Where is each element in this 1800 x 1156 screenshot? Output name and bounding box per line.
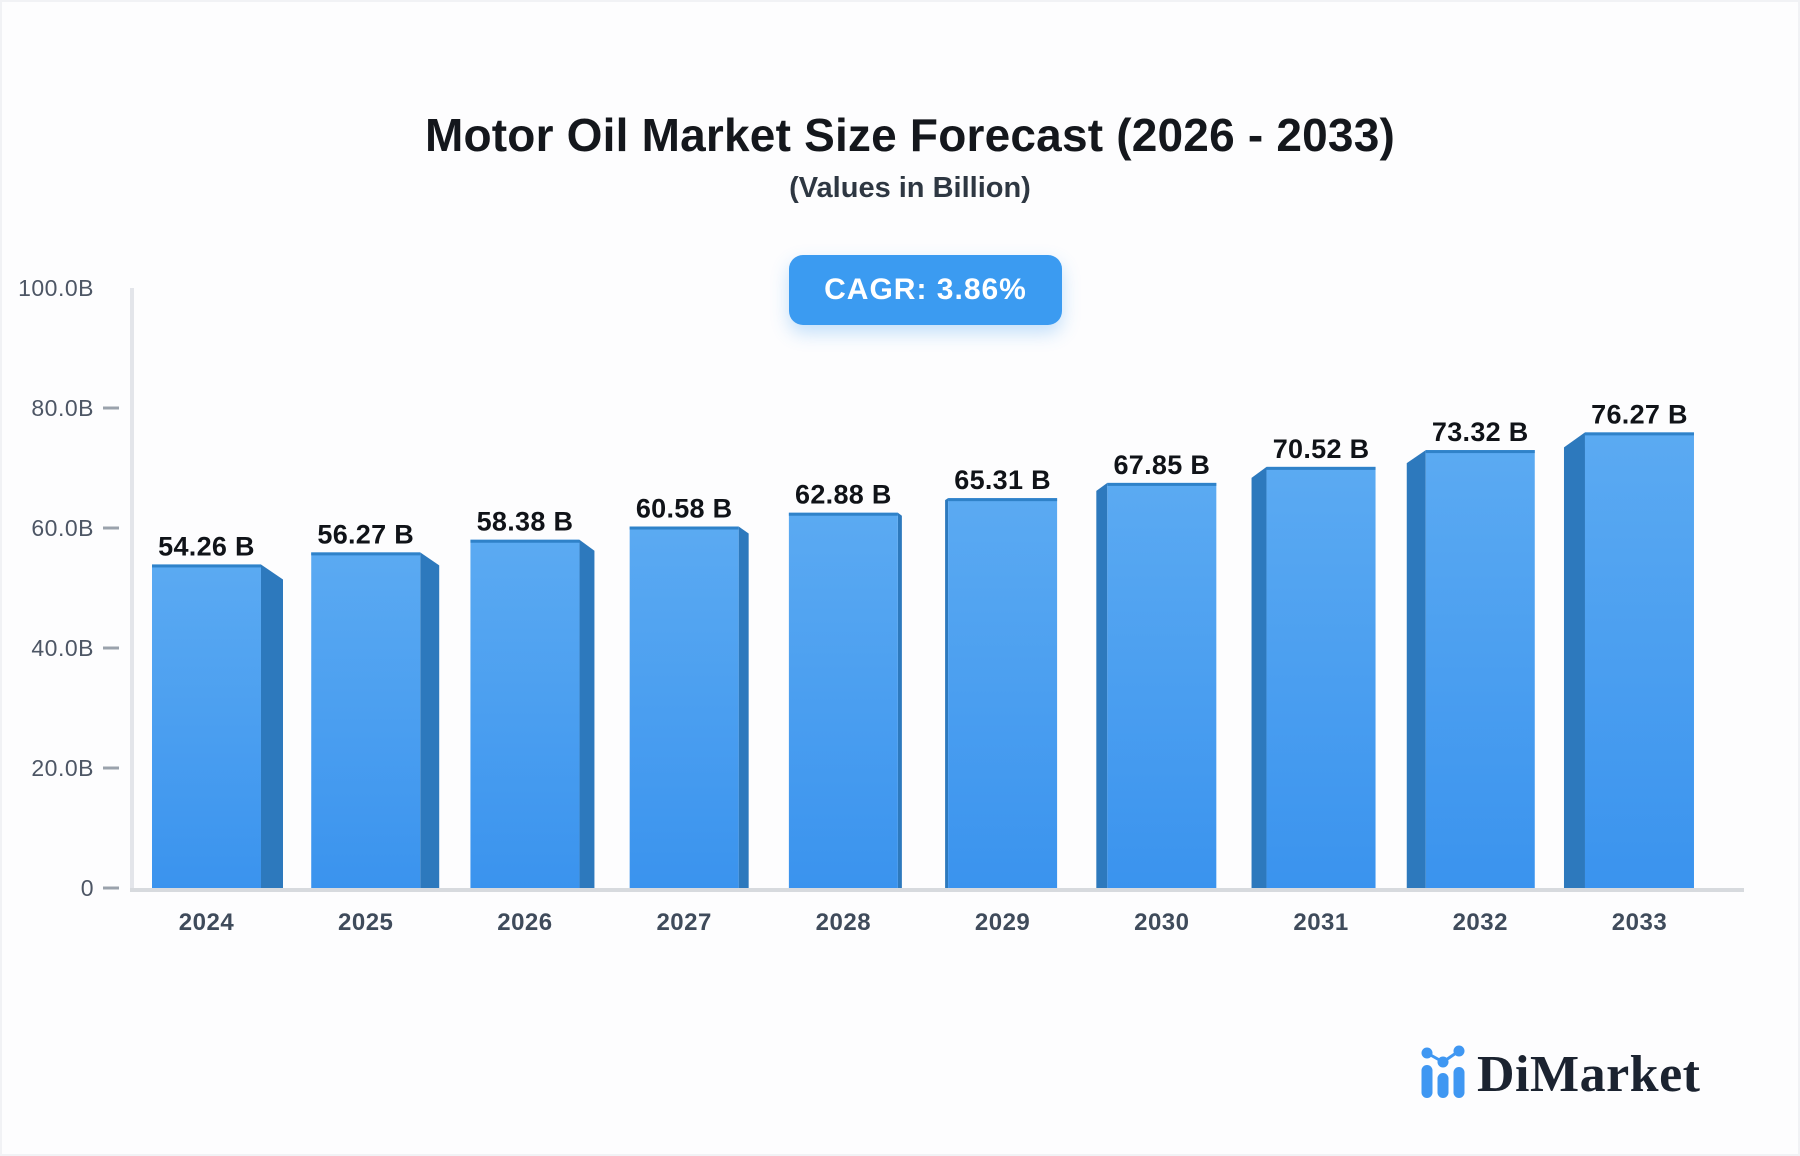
x-axis-line	[130, 888, 1744, 892]
bar-top-edge	[152, 564, 261, 568]
mini-bar-chart-icon	[1421, 1045, 1465, 1098]
bar-top-edge	[1266, 466, 1376, 470]
bar-group-2026: 58.38 B 2026	[470, 507, 595, 936]
bar-group-2031: 70.52 B 2031	[1251, 434, 1376, 936]
bar-2030	[1107, 482, 1217, 890]
brand-logo: DiMarket	[1420, 1040, 1701, 1104]
y-tick-label: 60.0B	[31, 515, 94, 541]
bar-side-2024	[261, 564, 283, 890]
bar-value-label: 73.32 B	[1432, 417, 1529, 447]
x-axis-label: 2026	[497, 909, 552, 936]
bar-group-2030: 67.85 B 2030	[1096, 450, 1217, 936]
bar-top-edge	[1107, 482, 1217, 486]
bar-side-2026	[579, 539, 595, 890]
brand-logo-text: DiMarket	[1477, 1046, 1701, 1104]
bar-group-2028: 62.88 B 2028	[788, 480, 902, 936]
y-tick-label: 40.0B	[31, 635, 94, 661]
bar-top-edge	[1425, 450, 1535, 454]
x-axis-label: 2033	[1612, 909, 1667, 936]
bar-group-2033: 76.27 B 2033	[1563, 399, 1694, 936]
bar-value-label: 56.27 B	[317, 519, 414, 549]
bar-group-2029: 65.31 B 2029	[945, 465, 1058, 936]
bar-top-edge	[948, 498, 1058, 502]
y-tick-label: 100.0B	[18, 275, 94, 301]
bar-top-edge	[1584, 432, 1694, 436]
bar-side-2027	[738, 526, 749, 890]
y-tick-dash	[103, 886, 119, 890]
bar-top-edge	[788, 512, 898, 516]
bar-value-label: 67.85 B	[1113, 450, 1210, 480]
cagr-badge: CAGR: 3.86%	[789, 255, 1062, 325]
y-tick-label: 0	[81, 875, 94, 901]
bar-side-2031	[1251, 466, 1267, 890]
bar-group-2027: 60.58 B 2027	[629, 494, 749, 936]
y-tick-label: 20.0B	[31, 755, 94, 781]
bar-group-2024: 54.26 B 2024	[152, 531, 283, 936]
bar-2031	[1266, 466, 1376, 890]
bar-value-label: 58.38 B	[477, 507, 574, 537]
bar-value-label: 62.88 B	[795, 480, 892, 510]
y-tick-dash	[103, 526, 119, 530]
cagr-badge-text: CAGR: 3.86%	[824, 273, 1027, 306]
x-axis-label: 2028	[816, 909, 871, 936]
chart-subtitle: (Values in Billion)	[789, 172, 1031, 204]
bar-top-edge	[470, 539, 580, 543]
bar-value-label: 54.26 B	[158, 531, 255, 561]
bar-value-label: 65.31 B	[954, 465, 1051, 495]
bar-side-2032	[1406, 450, 1426, 890]
bar-2024	[152, 564, 261, 890]
chart-title: Motor Oil Market Size Forecast (2026 - 2…	[424, 109, 1396, 161]
bar-2028	[788, 512, 898, 890]
bar-group-2025: 56.27 B 2025	[311, 519, 440, 936]
bar-top-edge	[629, 526, 739, 530]
x-axis-label: 2027	[656, 909, 711, 936]
y-tick-dash	[103, 406, 119, 410]
bar-2032	[1425, 450, 1535, 890]
y-tick-dash	[103, 766, 119, 770]
bar-2033	[1584, 432, 1694, 890]
x-axis-label: 2030	[1134, 909, 1189, 936]
y-tick-dash	[103, 646, 119, 650]
bar-side-2033	[1563, 432, 1585, 890]
bar-top-edge	[311, 552, 421, 556]
bar-side-2029	[945, 498, 949, 890]
y-tick-label: 80.0B	[31, 395, 94, 421]
bar-2026	[470, 539, 580, 890]
x-axis-label: 2031	[1293, 909, 1348, 936]
bar-value-label: 76.27 B	[1591, 399, 1688, 429]
bar-side-2025	[420, 552, 440, 890]
x-axis-label: 2024	[179, 909, 235, 936]
bar-2025	[311, 552, 421, 890]
bar-2027	[629, 526, 739, 890]
bar-value-label: 60.58 B	[636, 494, 733, 524]
bar-side-2028	[897, 512, 902, 890]
bar-2029	[948, 498, 1058, 890]
y-axis-line	[130, 288, 134, 890]
x-axis-label: 2032	[1453, 909, 1508, 936]
bar-group-2032: 73.32 B 2032	[1406, 417, 1535, 936]
x-axis-label: 2025	[338, 909, 393, 936]
bar-value-label: 70.52 B	[1273, 434, 1370, 464]
bar-side-2030	[1096, 482, 1108, 890]
x-axis-label: 2029	[975, 909, 1030, 936]
